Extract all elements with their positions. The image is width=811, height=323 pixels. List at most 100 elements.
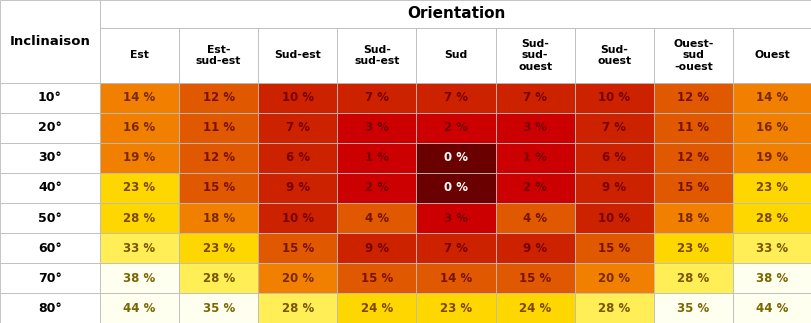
Text: 23 %: 23 %	[203, 242, 234, 255]
Text: 2 %: 2 %	[522, 182, 547, 194]
Text: 33 %: 33 %	[756, 242, 787, 255]
Bar	[179, 143, 258, 173]
Text: 18 %: 18 %	[202, 212, 234, 224]
Text: Sud-
sud-
ouest: Sud- sud- ouest	[517, 39, 551, 72]
Text: 15 %: 15 %	[281, 242, 314, 255]
Text: Orientation: Orientation	[406, 6, 504, 22]
Bar	[495, 293, 574, 323]
Text: 10 %: 10 %	[598, 212, 629, 224]
Bar	[100, 293, 179, 323]
Text: 15 %: 15 %	[676, 182, 709, 194]
Text: Sud: Sud	[444, 50, 467, 60]
Text: 2 %: 2 %	[444, 121, 467, 134]
Bar	[416, 113, 495, 143]
Text: 14 %: 14 %	[755, 91, 787, 105]
Text: 23 %: 23 %	[123, 182, 156, 194]
Text: 20°: 20°	[38, 121, 62, 134]
Bar	[337, 233, 416, 263]
Text: 35 %: 35 %	[202, 301, 234, 315]
Bar	[100, 143, 179, 173]
Text: 12 %: 12 %	[203, 151, 234, 164]
Text: 10 %: 10 %	[281, 212, 314, 224]
Bar	[416, 143, 495, 173]
Bar	[258, 143, 337, 173]
Text: 3 %: 3 %	[364, 121, 388, 134]
Text: 30°: 30°	[38, 151, 62, 164]
Text: 3 %: 3 %	[522, 121, 547, 134]
Text: 14 %: 14 %	[123, 91, 156, 105]
Bar	[0, 293, 100, 323]
Text: 28 %: 28 %	[755, 212, 787, 224]
Bar	[258, 203, 337, 233]
Bar	[495, 263, 574, 293]
Bar	[179, 233, 258, 263]
Text: 50°: 50°	[38, 212, 62, 224]
Bar	[337, 263, 416, 293]
Bar	[574, 83, 653, 113]
Bar	[495, 143, 574, 173]
Text: 15 %: 15 %	[360, 272, 393, 285]
Text: 10 %: 10 %	[281, 91, 314, 105]
Text: 44 %: 44 %	[123, 301, 156, 315]
Text: 16 %: 16 %	[755, 121, 787, 134]
Bar	[100, 113, 179, 143]
Text: 9 %: 9 %	[285, 182, 310, 194]
Text: 18 %: 18 %	[676, 212, 709, 224]
Bar	[574, 143, 653, 173]
Bar	[732, 83, 811, 113]
Text: 12 %: 12 %	[203, 91, 234, 105]
Text: 23 %: 23 %	[756, 182, 787, 194]
Text: 14 %: 14 %	[440, 272, 471, 285]
Text: 24 %: 24 %	[360, 301, 393, 315]
Text: 11 %: 11 %	[676, 121, 709, 134]
Bar	[653, 28, 732, 83]
Text: 28 %: 28 %	[281, 301, 314, 315]
Bar	[337, 173, 416, 203]
Bar	[732, 263, 811, 293]
Bar	[337, 28, 416, 83]
Bar	[258, 28, 337, 83]
Bar	[416, 233, 495, 263]
Bar	[495, 203, 574, 233]
Text: 7 %: 7 %	[602, 121, 625, 134]
Text: 20 %: 20 %	[598, 272, 629, 285]
Text: 7 %: 7 %	[285, 121, 309, 134]
Text: Sud-
sud-est: Sud- sud-est	[354, 45, 399, 66]
Text: Est: Est	[130, 50, 148, 60]
Bar	[337, 293, 416, 323]
Text: 6 %: 6 %	[602, 151, 625, 164]
Text: 7 %: 7 %	[444, 242, 467, 255]
Text: 7 %: 7 %	[522, 91, 547, 105]
Text: 7 %: 7 %	[364, 91, 388, 105]
Text: 10 %: 10 %	[598, 91, 629, 105]
Text: 23 %: 23 %	[676, 242, 709, 255]
Bar	[574, 113, 653, 143]
Bar	[337, 113, 416, 143]
Bar	[100, 83, 179, 113]
Text: 19 %: 19 %	[755, 151, 787, 164]
Text: Est-
sud-est: Est- sud-est	[195, 45, 241, 66]
Bar	[732, 143, 811, 173]
Bar	[0, 233, 100, 263]
Text: 60°: 60°	[38, 242, 62, 255]
Bar	[653, 83, 732, 113]
Text: Sud-
ouest: Sud- ouest	[596, 45, 630, 66]
Bar	[100, 0, 811, 28]
Bar	[337, 143, 416, 173]
Bar	[416, 28, 495, 83]
Text: 3 %: 3 %	[444, 212, 467, 224]
Text: 40°: 40°	[38, 182, 62, 194]
Text: 44 %: 44 %	[755, 301, 787, 315]
Text: 24 %: 24 %	[518, 301, 551, 315]
Bar	[732, 173, 811, 203]
Text: 12 %: 12 %	[676, 91, 709, 105]
Bar	[258, 83, 337, 113]
Text: 9 %: 9 %	[364, 242, 388, 255]
Text: 11 %: 11 %	[203, 121, 234, 134]
Text: 20 %: 20 %	[281, 272, 314, 285]
Text: 2 %: 2 %	[364, 182, 388, 194]
Text: 9 %: 9 %	[602, 182, 625, 194]
Text: Inclinaison: Inclinaison	[10, 35, 90, 48]
Bar	[179, 28, 258, 83]
Text: 1 %: 1 %	[364, 151, 388, 164]
